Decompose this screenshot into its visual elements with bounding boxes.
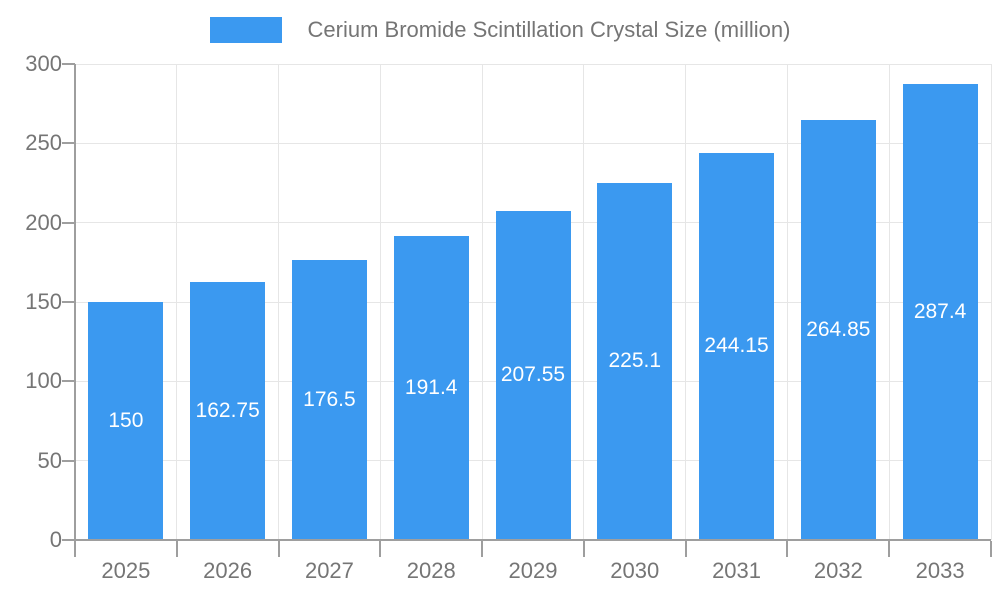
x-axis-line	[62, 539, 991, 541]
bar-value-label: 191.4	[404, 376, 458, 400]
y-axis-tick	[62, 301, 75, 303]
y-axis-tick-label: 0	[49, 527, 62, 552]
x-axis-tick	[684, 541, 687, 557]
x-axis-tick-label: 2026	[203, 558, 253, 583]
x-axis-tick	[786, 541, 789, 557]
x-gridline	[176, 64, 178, 540]
plot-area: 0 50 100 150 200 250 300 150 2025 162.75 2026 176.5…	[25, 53, 992, 583]
x-axis-tick-label: 2032	[813, 558, 863, 583]
x-axis-tick-label: 2025	[101, 558, 151, 583]
bar-value-label: 207.55	[500, 363, 566, 387]
bar-value-label: 244.15	[704, 334, 769, 358]
y-axis-tick	[62, 142, 75, 145]
bar-value-label: 150	[108, 409, 144, 432]
x-axis-tick-label: 2030	[610, 558, 660, 583]
x-gridline	[278, 64, 280, 540]
bar[interactable]	[495, 210, 571, 540]
x-axis-tick-label: 2033	[915, 558, 965, 583]
bar[interactable]	[291, 259, 367, 540]
bar-value-label: 176.5	[303, 387, 356, 411]
y-axis-tick-label: 150	[25, 289, 62, 314]
x-axis-tick	[277, 541, 280, 557]
x-axis-tick	[74, 541, 76, 557]
x-axis-tick-label: 2031	[712, 558, 762, 583]
bar[interactable]	[800, 119, 876, 540]
bar[interactable]	[902, 83, 978, 540]
x-gridline	[379, 64, 381, 540]
bar-value-label: 287.4	[913, 299, 967, 323]
y-axis-tick-label: 100	[25, 368, 62, 394]
y-axis-line	[74, 64, 76, 541]
x-gridline	[583, 64, 585, 540]
bar[interactable]	[597, 182, 673, 540]
y-axis-tick-label: 300	[25, 51, 62, 76]
x-gridline	[481, 64, 483, 540]
bar[interactable]	[88, 302, 164, 540]
chart-legend[interactable]: Cerium Bromide Scintillation Crystal Siz…	[0, 17, 1000, 43]
x-gridline	[990, 64, 992, 540]
y-axis-tick-label: 50	[37, 447, 62, 473]
y-axis-tick	[62, 380, 75, 383]
y-axis-tick-label: 250	[25, 130, 62, 156]
y-axis-tick-label: 200	[25, 209, 62, 235]
x-gridline	[888, 64, 890, 540]
legend-swatch	[209, 17, 282, 43]
y-axis-tick	[62, 459, 75, 462]
x-axis-tick	[990, 541, 992, 557]
y-axis-tick	[62, 221, 75, 224]
bar-value-label: 162.75	[195, 398, 260, 422]
y-gridline	[75, 142, 991, 144]
x-axis-tick-label: 2027	[304, 558, 354, 583]
bar[interactable]	[699, 152, 775, 540]
x-axis-tick	[175, 541, 178, 557]
x-axis-tick-label: 2029	[508, 558, 558, 583]
x-axis-tick	[481, 541, 484, 557]
legend-label: Cerium Bromide Scintillation Crystal Siz…	[307, 17, 791, 42]
bar-value-label: 225.1	[608, 349, 662, 373]
x-axis-tick	[379, 541, 382, 557]
x-gridline	[685, 64, 687, 540]
x-gridline	[786, 64, 788, 540]
y-axis-tick	[62, 63, 75, 65]
bar[interactable]	[190, 281, 266, 540]
bar[interactable]	[393, 236, 469, 540]
x-axis-tick	[888, 541, 891, 557]
x-axis-tick-label: 2028	[406, 558, 456, 583]
y-gridline	[75, 63, 991, 65]
bar-value-label: 264.85	[806, 317, 871, 341]
x-axis-tick	[582, 541, 585, 557]
